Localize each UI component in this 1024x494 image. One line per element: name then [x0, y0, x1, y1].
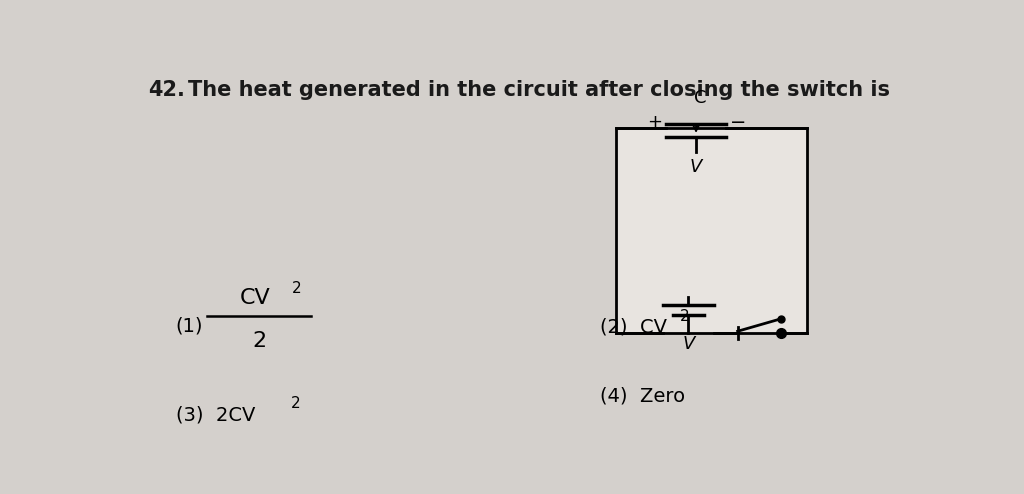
Text: −: − — [730, 113, 746, 131]
Text: V: V — [682, 335, 694, 353]
Bar — [616, 128, 807, 333]
Text: The heat generated in the circuit after closing the switch is: The heat generated in the circuit after … — [187, 80, 890, 100]
Text: 2: 2 — [680, 309, 689, 324]
Text: V: V — [690, 158, 702, 176]
Text: (1): (1) — [176, 316, 203, 335]
Text: (2)  CV: (2) CV — [600, 318, 668, 337]
Text: C: C — [694, 89, 707, 107]
Text: 2: 2 — [252, 331, 266, 351]
Text: (3)  2CV: (3) 2CV — [176, 406, 255, 424]
Text: 2: 2 — [292, 281, 302, 296]
Text: CV: CV — [240, 288, 270, 308]
Text: +: + — [647, 113, 662, 131]
Text: (4)  Zero: (4) Zero — [600, 386, 685, 406]
Text: 42.: 42. — [147, 80, 184, 100]
Text: 2: 2 — [291, 396, 300, 411]
